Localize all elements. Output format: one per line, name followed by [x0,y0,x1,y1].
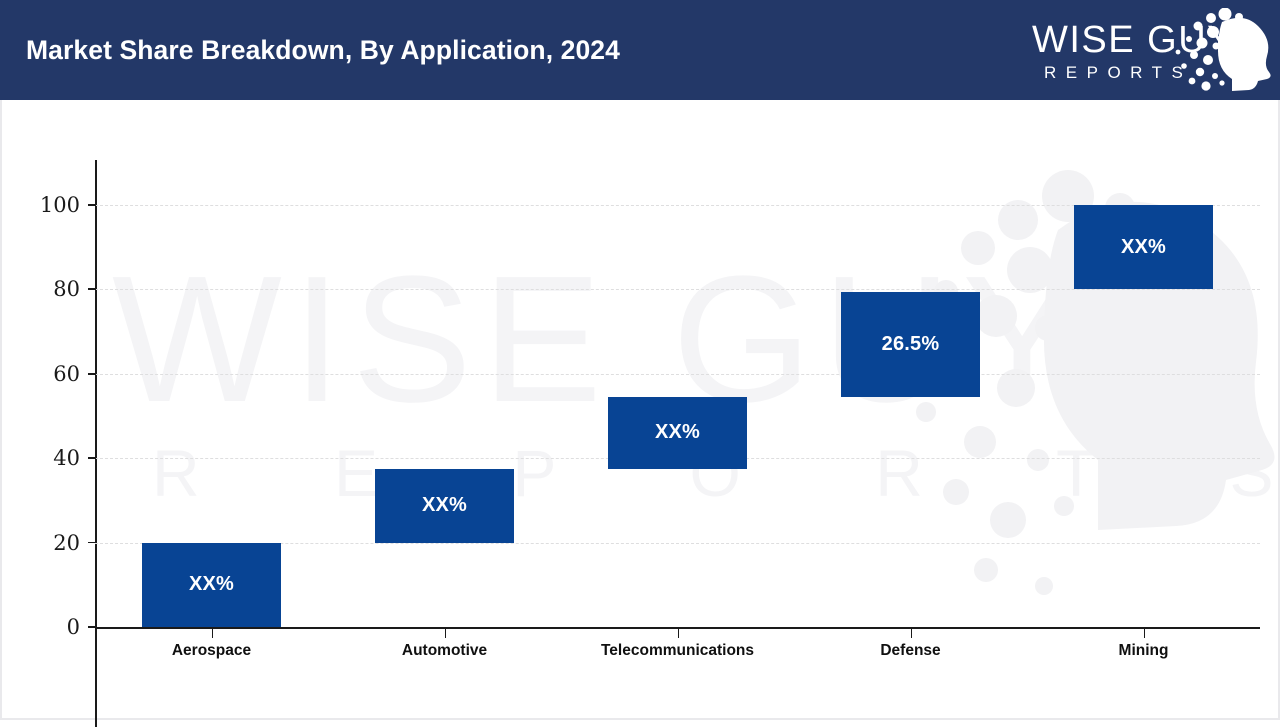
wise-guy-reports-logo-icon: WISE GUY REPORTS [1032,8,1271,91]
y-tick-label: 40 [53,446,80,471]
brand-logo: WISE GUY REPORTS [1026,0,1274,100]
y-tick-mark [88,541,96,544]
bar-value-label: 26.5% [881,332,940,355]
x-tick-label-aerospace: Aerospace [171,642,252,659]
gridline [95,289,1260,291]
chart-container: WISE GUY R E P O R T S [0,100,1280,727]
y-axis-line [95,160,98,727]
x-tick-label-automotive: Automotive [401,642,488,659]
y-tick-label: 80 [53,277,80,302]
bar-value-label: XX% [1120,235,1167,258]
x-tick-label-defense: Defense [880,642,941,659]
y-tick-label: 60 [53,361,80,386]
y-tick-label: 0 [66,615,80,639]
y-tick-mark [88,457,96,460]
bar-aerospace[interactable]: XX% [141,542,282,627]
y-tick-label: 20 [53,530,80,555]
y-tick-mark [88,626,96,628]
x-tick-label-mining: Mining [1118,642,1169,659]
y-tick-mark [88,372,96,375]
x-tick-mark [1143,629,1146,638]
bar-mining[interactable]: XX% [1073,205,1214,290]
svg-text:REPORTS: REPORTS [1044,63,1192,82]
x-tick-label-telecommunications: Telecommunications [600,642,755,659]
bar-defense[interactable]: 26.5% [840,291,981,398]
page-header: Market Share Breakdown, By Application, … [0,0,1280,100]
page-title: Market Share Breakdown, By Application, … [26,34,620,65]
x-tick-mark [677,629,680,638]
y-tick-mark [88,204,96,206]
x-tick-mark [211,629,214,638]
plot-area: XX% XX% XX% 26.5% XX% [95,184,1260,627]
gridline [95,373,1260,375]
bar-automotive[interactable]: XX% [374,468,515,543]
gridline [95,205,1260,207]
bar-telecommunications[interactable]: XX% [607,397,748,469]
y-tick-mark [88,288,96,291]
y-tick-label: 100 [39,193,80,218]
x-tick-mark [910,629,913,638]
x-tick-mark [444,629,447,638]
bar-value-label: XX% [421,494,468,517]
bar-value-label: XX% [188,573,235,596]
gridline [95,542,1260,544]
bar-value-label: XX% [654,421,701,444]
x-axis-line [95,627,1260,630]
